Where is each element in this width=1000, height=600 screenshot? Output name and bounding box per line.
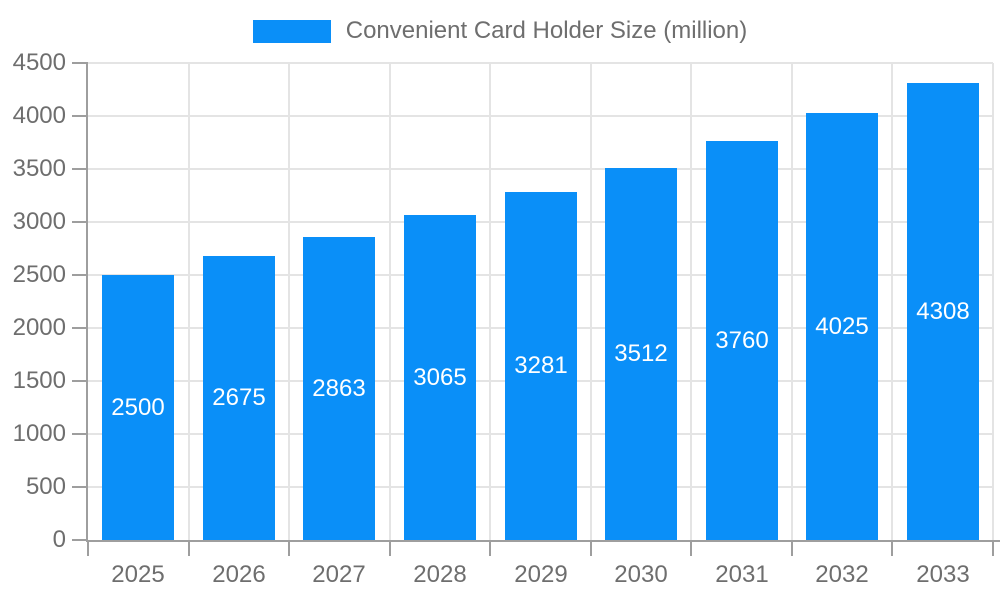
x-axis-tick — [389, 540, 391, 556]
x-axis-label: 2033 — [916, 561, 970, 588]
x-axis-label: 2029 — [514, 561, 568, 588]
x-axis-label: 2032 — [815, 561, 869, 588]
legend-swatch[interactable] — [252, 19, 331, 43]
x-axis-tick — [87, 540, 89, 556]
y-axis-tick — [72, 115, 88, 117]
gridline-vertical — [489, 63, 491, 540]
y-axis-tick — [72, 62, 88, 64]
gridline-vertical — [891, 63, 893, 540]
gridline-horizontal — [88, 115, 993, 117]
bar-2030: 3512 — [605, 168, 677, 540]
x-axis-label: 2031 — [715, 561, 769, 588]
y-axis-line — [86, 63, 88, 542]
y-axis-tick — [72, 380, 88, 382]
bar-value-label: 3281 — [514, 352, 568, 379]
gridline-vertical — [288, 63, 290, 540]
gridline-vertical — [791, 63, 793, 540]
gridline-vertical — [590, 63, 592, 540]
bar-value-label: 4025 — [815, 312, 869, 340]
bar-2028: 3065 — [404, 215, 476, 540]
y-axis-label: 1000 — [12, 420, 66, 447]
bar-2032: 4025 — [806, 113, 878, 540]
y-axis-label: 0 — [52, 526, 66, 553]
bar-value-label: 2675 — [212, 384, 266, 411]
bar-2033: 4308 — [907, 83, 979, 540]
y-axis-label: 4000 — [12, 102, 66, 129]
x-axis-label: 2026 — [212, 561, 266, 588]
x-axis-tick — [489, 540, 491, 556]
y-axis-label: 3500 — [12, 155, 66, 182]
bar-2025: 2500 — [102, 275, 174, 540]
y-axis-label: 2500 — [12, 261, 66, 288]
legend[interactable]: Convenient Card Holder Size (million) — [0, 17, 1000, 45]
y-axis-label: 2000 — [12, 314, 66, 341]
y-axis-tick — [72, 433, 88, 435]
bar-2026: 2675 — [203, 256, 275, 540]
x-axis-tick — [891, 540, 893, 556]
x-axis-tick — [690, 540, 692, 556]
x-axis-tick — [992, 540, 994, 556]
x-axis-tick — [188, 540, 190, 556]
gridline-horizontal — [88, 62, 993, 64]
x-axis-label: 2028 — [413, 561, 467, 588]
y-axis-label: 3000 — [12, 208, 66, 235]
bar-value-label: 2863 — [312, 374, 366, 402]
x-axis-line — [86, 540, 1000, 542]
y-axis-tick — [72, 486, 88, 488]
y-axis-label: 500 — [25, 473, 66, 500]
x-axis-tick — [791, 540, 793, 556]
x-axis-tick — [590, 540, 592, 556]
bar-value-label: 3512 — [614, 340, 668, 367]
y-axis-tick — [72, 221, 88, 223]
y-axis-tick — [72, 274, 88, 276]
bar-value-label: 3760 — [715, 326, 769, 354]
bar-value-label: 3065 — [413, 363, 467, 391]
y-axis-label: 4500 — [12, 49, 66, 76]
x-axis-tick — [288, 540, 290, 556]
x-axis-label: 2027 — [312, 561, 366, 588]
bar-2027: 2863 — [303, 237, 375, 540]
bar-2031: 3760 — [706, 141, 778, 540]
gridline-vertical — [188, 63, 190, 540]
bar-2029: 3281 — [505, 192, 577, 540]
bar-value-label: 2500 — [111, 393, 165, 421]
gridline-vertical — [389, 63, 391, 540]
y-axis-tick — [72, 168, 88, 170]
y-axis-tick — [72, 327, 88, 329]
gridline-vertical — [992, 63, 994, 540]
bar-value-label: 4308 — [916, 297, 970, 325]
legend-label[interactable]: Convenient Card Holder Size (million) — [345, 17, 748, 44]
y-axis-tick — [72, 539, 88, 541]
x-axis-label: 2030 — [614, 561, 668, 588]
y-axis-label: 1500 — [12, 367, 66, 394]
x-axis-label: 2025 — [111, 561, 165, 588]
gridline-horizontal — [88, 168, 993, 170]
gridline-vertical — [690, 63, 692, 540]
